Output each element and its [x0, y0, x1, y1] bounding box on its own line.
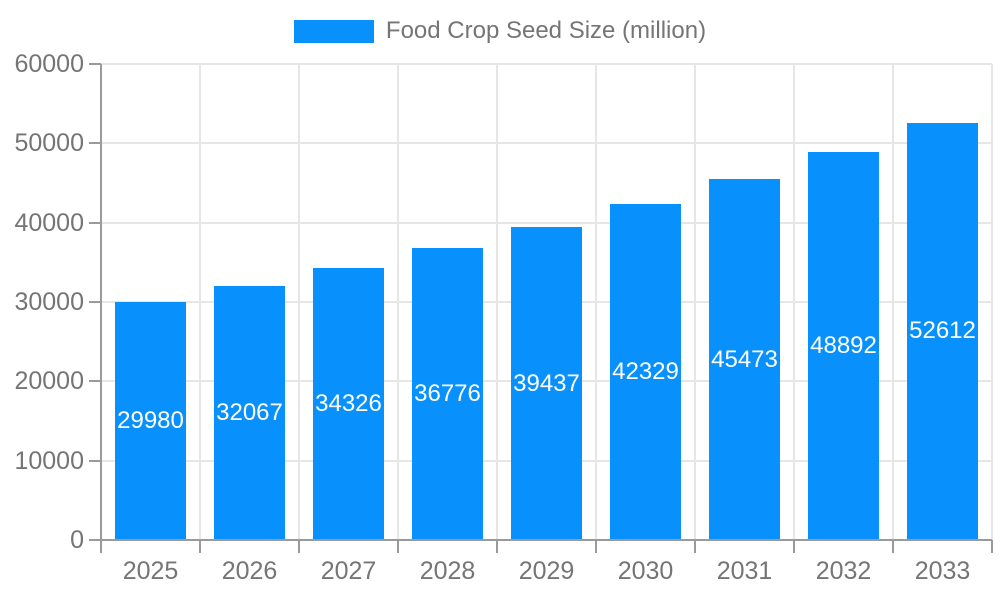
- bar[interactable]: 42329: [610, 204, 681, 540]
- y-axis-line: [100, 64, 102, 553]
- y-axis-tick: [89, 380, 101, 383]
- x-axis-tick: [595, 540, 597, 553]
- y-axis-label: 10000: [14, 446, 84, 475]
- y-gridline: [101, 221, 992, 224]
- legend[interactable]: Food Crop Seed Size (million): [0, 16, 1000, 46]
- x-axis-tick: [199, 540, 201, 553]
- bar[interactable]: 36776: [412, 248, 483, 540]
- y-gridline: [101, 142, 992, 145]
- x-axis-label: 2027: [320, 557, 377, 585]
- x-axis-label: 2029: [518, 557, 575, 585]
- x-gridline: [892, 64, 894, 540]
- x-axis-tick: [397, 540, 399, 553]
- bar-value-label: 48892: [810, 332, 877, 360]
- x-axis-label: 2028: [419, 557, 476, 585]
- x-axis-line: [89, 539, 992, 541]
- bar-value-label: 29980: [117, 407, 184, 435]
- bar-value-label: 42329: [612, 358, 679, 386]
- legend-swatch-icon: [293, 19, 374, 43]
- x-axis-label: 2030: [617, 557, 674, 585]
- bar-value-label: 36776: [414, 380, 481, 408]
- x-gridline: [793, 64, 795, 540]
- bar-value-label: 39437: [513, 369, 580, 397]
- y-axis-label: 50000: [14, 129, 84, 158]
- legend-label: Food Crop Seed Size (million): [385, 17, 707, 44]
- x-axis-tick: [496, 540, 498, 553]
- bar-value-label: 45473: [711, 345, 778, 373]
- y-gridline: [101, 63, 992, 65]
- y-axis-tick: [89, 142, 101, 145]
- y-axis-label: 20000: [14, 367, 84, 396]
- x-axis-tick: [694, 540, 696, 553]
- bar[interactable]: 29980: [115, 302, 186, 540]
- bar[interactable]: 48892: [808, 152, 879, 540]
- x-axis-tick: [298, 540, 300, 553]
- x-axis-label: 2026: [221, 557, 278, 585]
- y-axis-label: 40000: [14, 208, 84, 237]
- x-axis-label: 2031: [716, 557, 773, 585]
- bar[interactable]: 52612: [907, 122, 978, 540]
- x-axis-tick: [793, 540, 795, 553]
- y-axis-label: 30000: [14, 288, 84, 316]
- bar-value-label: 52612: [909, 317, 976, 345]
- x-gridline: [298, 64, 300, 540]
- x-axis-tick: [892, 540, 894, 553]
- x-axis-tick: [991, 540, 993, 553]
- y-axis-tick: [89, 63, 101, 65]
- x-gridline: [496, 64, 498, 540]
- bar-value-label: 34326: [315, 389, 382, 417]
- x-axis-label: 2033: [914, 557, 971, 585]
- y-axis-tick: [89, 301, 101, 303]
- y-axis-tick: [89, 459, 101, 462]
- y-axis-label: 0: [70, 526, 84, 554]
- bar[interactable]: 32067: [214, 285, 285, 540]
- bar[interactable]: 39437: [511, 227, 582, 540]
- x-axis-label: 2025: [122, 557, 179, 585]
- bar[interactable]: 45473: [709, 179, 780, 540]
- x-gridline: [199, 64, 201, 540]
- x-axis-label: 2032: [815, 557, 872, 585]
- y-axis-tick: [89, 221, 101, 224]
- x-gridline: [991, 64, 993, 540]
- bar-value-label: 32067: [216, 398, 283, 426]
- bar[interactable]: 34326: [313, 267, 384, 540]
- x-gridline: [595, 64, 597, 540]
- x-gridline: [397, 64, 399, 540]
- x-gridline: [694, 64, 696, 540]
- y-axis-label: 60000: [14, 50, 84, 78]
